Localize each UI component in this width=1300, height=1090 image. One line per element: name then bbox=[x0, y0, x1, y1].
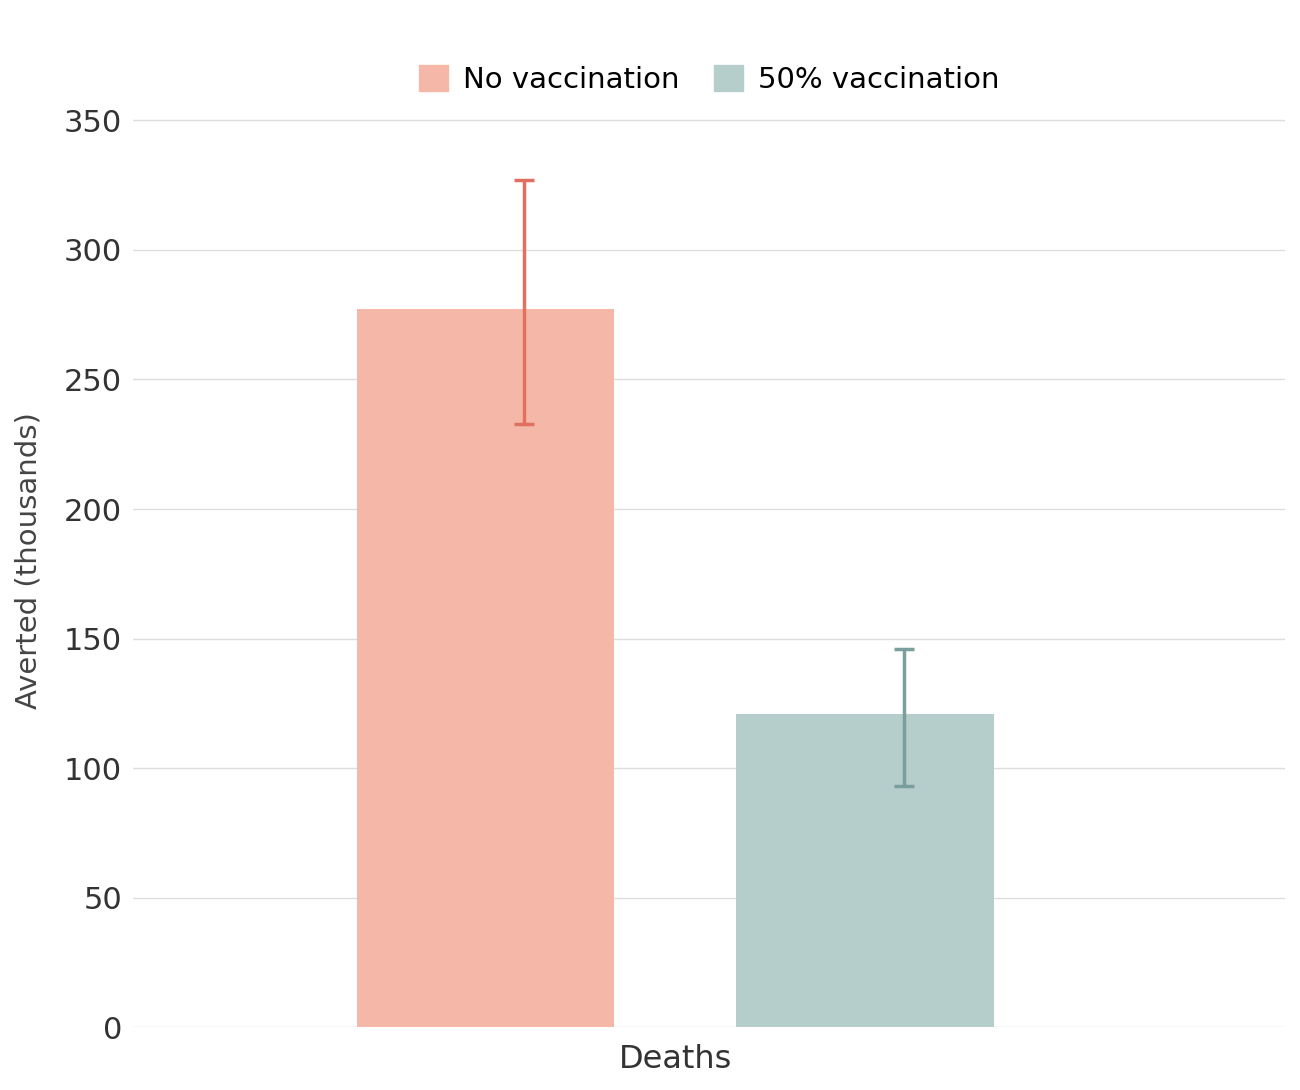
Legend: No vaccination, 50% vaccination: No vaccination, 50% vaccination bbox=[407, 53, 1011, 106]
Bar bbox=[356, 310, 614, 1028]
Y-axis label: Averted (thousands): Averted (thousands) bbox=[16, 412, 43, 710]
Bar bbox=[736, 714, 993, 1028]
